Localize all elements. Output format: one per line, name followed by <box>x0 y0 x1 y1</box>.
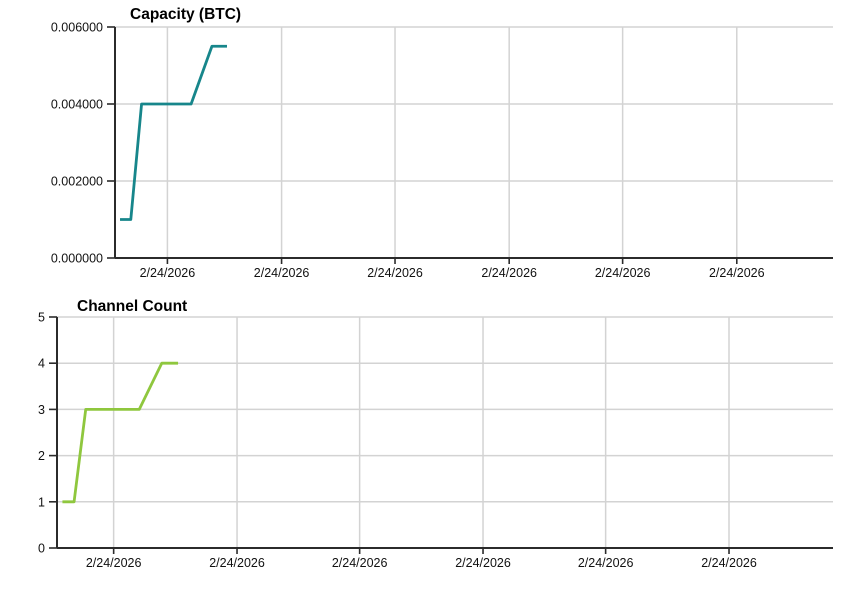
capacity-btc-line <box>120 44 228 221</box>
y-tick-label: 4 <box>38 357 45 371</box>
y-tick-label: 3 <box>38 403 45 417</box>
x-tick-label: 2/24/2026 <box>701 556 757 570</box>
y-tick-label: 0 <box>38 542 45 556</box>
channel-count-chart-canvas: 0 1 2 3 4 5 2/24/2026 2/24/2026 2/24/2026 2/24/20… <box>38 311 833 570</box>
capacity-chart-title: Capacity (BTC) <box>130 6 242 23</box>
x-tick-label: 2/24/2026 <box>481 266 537 280</box>
x-tick-label: 2/24/2026 <box>86 556 142 570</box>
x-tick-label: 2/24/2026 <box>595 266 651 280</box>
y-tick-label: 0.000000 <box>51 252 103 266</box>
x-tick-label: 2/24/2026 <box>455 556 511 570</box>
x-tick-label: 2/24/2026 <box>578 556 634 570</box>
x-tick-label: 2/24/2026 <box>367 266 423 280</box>
capacity-chart-canvas: 0.000000 0.002000 0.004000 0.006000 2/24/202… <box>51 21 833 280</box>
y-tick-label: 2 <box>38 449 45 463</box>
y-tick-label: 0.004000 <box>51 98 103 112</box>
x-tick-label: 2/24/2026 <box>254 266 310 280</box>
x-tick-label: 2/24/2026 <box>140 266 196 280</box>
y-tick-label: 5 <box>38 311 45 325</box>
channel-count-line <box>62 361 179 504</box>
channel-count-chart-title: Channel Count <box>77 298 188 315</box>
x-tick-label: 2/24/2026 <box>209 556 265 570</box>
x-tick-label: 2/24/2026 <box>709 266 765 280</box>
x-tick-label: 2/24/2026 <box>332 556 388 570</box>
y-tick-label: 0.006000 <box>51 21 103 35</box>
y-tick-label: 0.002000 <box>51 175 103 189</box>
capacity-chart: Capacity (BTC) 0.000000 0.002000 0.004000 0… <box>0 0 860 295</box>
channel-count-chart: Channel Count 0 1 2 3 4 5 2/24/2026 2/24/2026 2/… <box>0 295 860 600</box>
y-tick-label: 1 <box>38 495 45 509</box>
